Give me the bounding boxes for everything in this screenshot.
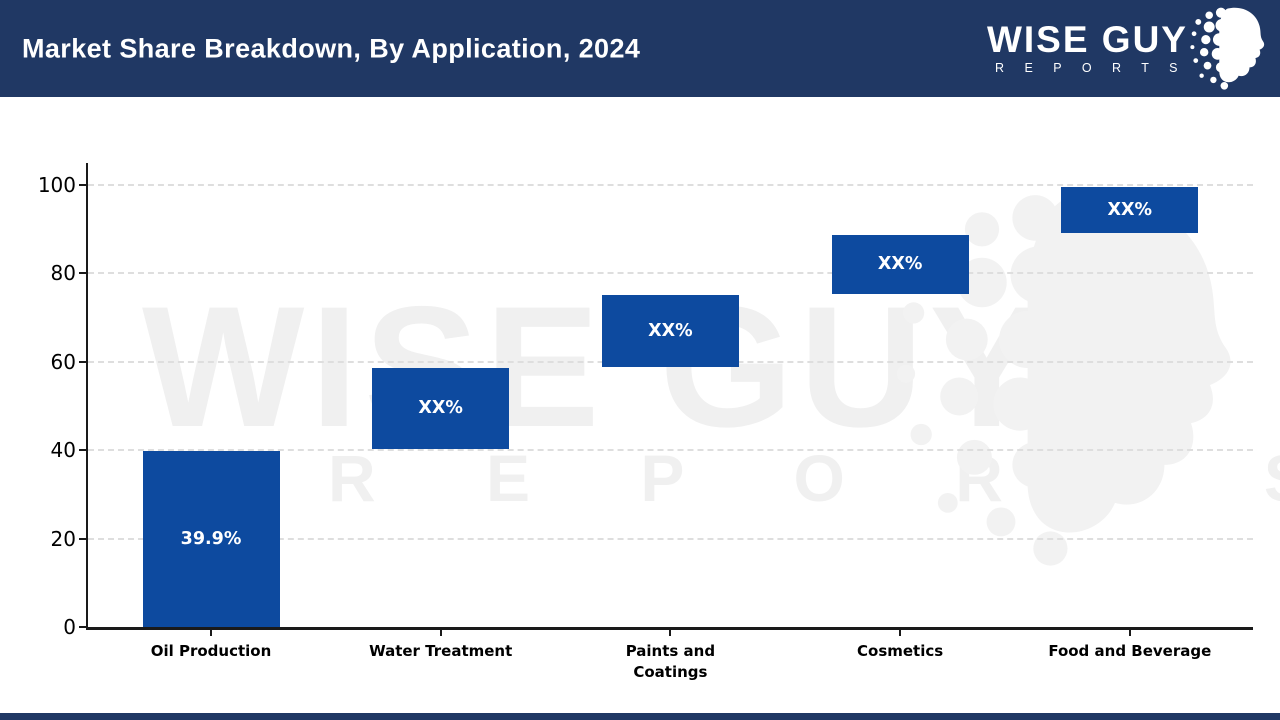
x-axis-line [86, 627, 1253, 630]
y-axis-tick-mark [79, 537, 87, 540]
y-axis-tick-mark [79, 360, 87, 363]
bar-value-label: XX% [1107, 199, 1153, 220]
y-axis-tick-label: 60 [50, 349, 76, 374]
bar-paints-and-coatings [601, 295, 739, 367]
wise-guy-reports-logo: WISE GUY R E P O R T S [987, 6, 1270, 90]
y-axis-tick-label: 100 [37, 173, 76, 197]
x-axis-category-label: Food and Beverage [1048, 642, 1212, 660]
gridline-20 [88, 537, 1253, 540]
y-axis-tick-mark [79, 626, 87, 628]
y-axis-tick-mark [79, 272, 87, 275]
logo-wordmark: WISE GUY [986, 19, 1188, 61]
x-axis-category-label: Oil Production [150, 642, 272, 660]
y-axis-tick-label: 40 [50, 438, 76, 463]
y-axis-tick-mark [79, 449, 87, 452]
y-axis-tick-mark [79, 184, 87, 186]
x-axis-tick-mark [669, 629, 672, 636]
x-axis-tick-mark [899, 629, 902, 636]
x-axis-category-label: Cosmetics [857, 642, 944, 660]
page-title: Market Share Breakdown, By Application, … [22, 33, 641, 63]
gridline-40 [88, 449, 1253, 452]
x-axis-tick-mark [210, 629, 212, 636]
header-bar: Market Share Breakdown, By Application, … [0, 0, 1280, 97]
x-axis-category-label: Water Treatment [369, 642, 513, 660]
x-axis-tick-mark [1128, 629, 1131, 636]
y-axis-tick-label: 80 [50, 261, 76, 286]
bar-value-label: XX% [877, 254, 923, 275]
logo-text: WISE GUY R E P O R T S [986, 19, 1188, 75]
bar-water-treatment [372, 367, 510, 449]
bar-value-label: 39.9% [180, 528, 242, 549]
x-axis-category-label: Paints and Coatings [625, 642, 716, 681]
y-axis-line [86, 163, 88, 629]
footer-bar [0, 713, 1280, 720]
bar-value-label: XX% [418, 398, 463, 419]
y-axis-tick-label: 20 [50, 526, 76, 551]
bar-oil-production [142, 450, 280, 627]
logo-subtitle: R E P O R T S [994, 60, 1187, 75]
gridline-80 [88, 272, 1253, 275]
y-axis-tick-label: 0 [63, 615, 76, 639]
bar-value-label: XX% [648, 320, 693, 341]
x-axis-tick-mark [439, 629, 442, 636]
gridline-100 [88, 184, 1253, 186]
